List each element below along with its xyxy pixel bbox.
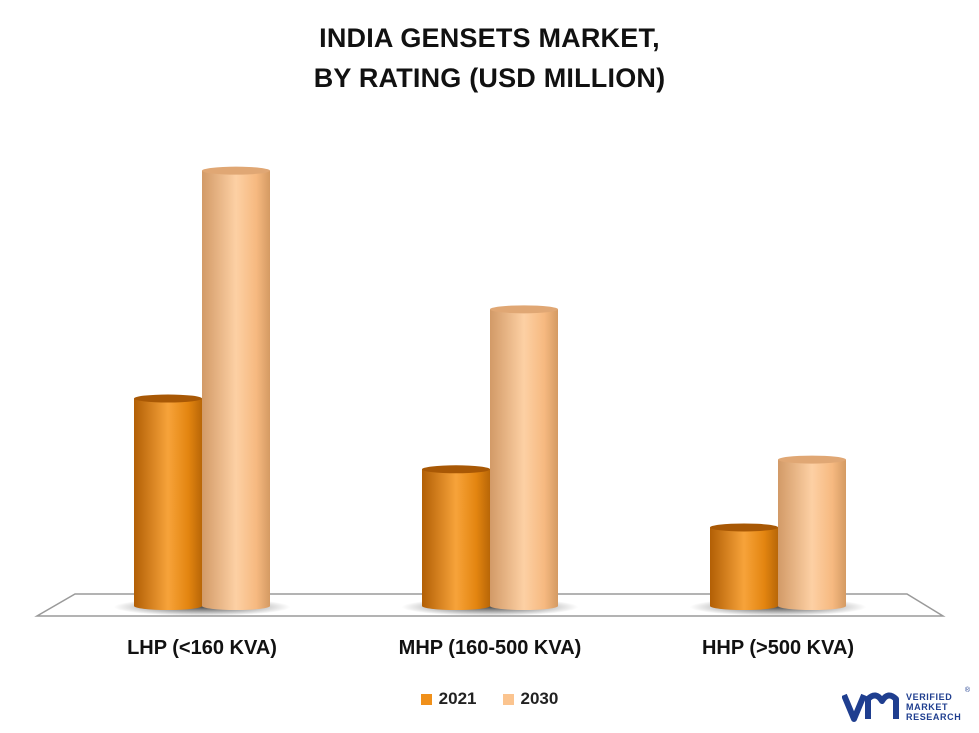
category-label-mhp-160-500-kva: MHP (160-500 KVA) bbox=[399, 637, 582, 659]
bar-base bbox=[710, 602, 778, 610]
logo-text-line-2: MARKET bbox=[906, 702, 949, 712]
bar-base bbox=[202, 602, 270, 610]
logo-registered-mark: ® bbox=[964, 687, 970, 694]
logo-text-line-1: VERIFIED bbox=[906, 692, 953, 702]
bar-hhp-500-kva-2021 bbox=[710, 523, 778, 610]
legend-swatch-2021 bbox=[420, 693, 432, 705]
bar-body bbox=[490, 309, 558, 606]
bar-mhp-160-500-kva-2030 bbox=[490, 305, 558, 610]
legend: 2021 2030 bbox=[0, 689, 979, 709]
bar-top bbox=[202, 166, 270, 175]
bar-body bbox=[710, 527, 778, 606]
legend-swatch-2030 bbox=[502, 693, 514, 705]
bar-base bbox=[422, 602, 490, 610]
category-label-hhp-500-kva: HHP (>500 KVA) bbox=[702, 637, 854, 659]
bars bbox=[134, 166, 846, 610]
legend-item-2021: 2021 bbox=[420, 689, 477, 709]
bar-top bbox=[710, 523, 778, 532]
bar-hhp-500-kva-2030 bbox=[778, 455, 846, 610]
chart-title-line-1: INDIA GENSETS MARKET, bbox=[319, 23, 660, 53]
bar-top bbox=[422, 465, 490, 474]
bar-base bbox=[778, 602, 846, 610]
legend-label-2021: 2021 bbox=[438, 689, 477, 708]
chart-title-line-2: BY RATING (USD MILLION) bbox=[313, 63, 666, 93]
bar-top bbox=[490, 305, 558, 314]
bar-base bbox=[134, 602, 202, 610]
bar-top bbox=[134, 394, 202, 403]
bar-body bbox=[422, 469, 490, 606]
logo-text-line-3: RESEARCH bbox=[906, 712, 962, 722]
bar-base bbox=[490, 602, 558, 610]
bar-body bbox=[134, 398, 202, 606]
category-labels: LHP (<160 KVA) MHP (160-500 KVA) HHP (>500… bbox=[127, 637, 854, 659]
bar-body bbox=[778, 459, 846, 606]
legend-item-2030: 2030 bbox=[502, 689, 559, 709]
verified-market-research-logo: VERIFIED MARKET RESEARCH ® bbox=[842, 687, 972, 727]
chart-title: INDIA GENSETS MARKET, BY RATING (USD MIL… bbox=[0, 18, 979, 98]
category-label-lhp-160-kva: LHP (<160 KVA) bbox=[127, 637, 277, 659]
legend-label-2030: 2030 bbox=[520, 689, 559, 708]
bar-lhp-160-kva-2030 bbox=[202, 166, 270, 610]
bar-top bbox=[778, 455, 846, 464]
bar-mhp-160-500-kva-2021 bbox=[422, 465, 490, 610]
bar-lhp-160-kva-2021 bbox=[134, 394, 202, 610]
bar-body bbox=[202, 170, 270, 606]
vmr-logo-icon bbox=[842, 692, 899, 722]
